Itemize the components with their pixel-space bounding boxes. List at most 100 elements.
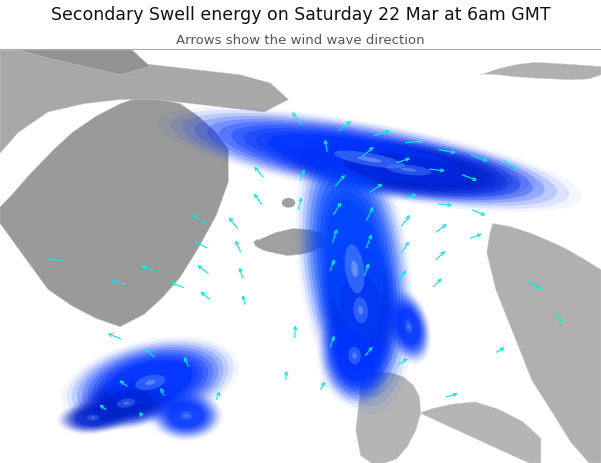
Ellipse shape — [97, 388, 156, 418]
Ellipse shape — [389, 295, 428, 358]
Ellipse shape — [312, 146, 505, 194]
Ellipse shape — [386, 164, 432, 175]
Ellipse shape — [182, 113, 557, 206]
Ellipse shape — [337, 331, 373, 381]
Ellipse shape — [306, 149, 403, 389]
Ellipse shape — [58, 401, 128, 434]
Ellipse shape — [78, 379, 174, 427]
Ellipse shape — [309, 157, 400, 381]
Ellipse shape — [168, 403, 204, 428]
Ellipse shape — [392, 300, 425, 354]
Ellipse shape — [157, 396, 215, 435]
Ellipse shape — [388, 293, 429, 361]
Ellipse shape — [334, 328, 375, 383]
Ellipse shape — [135, 375, 165, 390]
Ellipse shape — [326, 316, 383, 395]
Ellipse shape — [281, 138, 537, 202]
Ellipse shape — [268, 134, 471, 185]
Ellipse shape — [323, 191, 386, 347]
Ellipse shape — [351, 261, 358, 277]
Polygon shape — [254, 228, 328, 256]
Ellipse shape — [93, 352, 208, 413]
Ellipse shape — [337, 269, 385, 352]
Ellipse shape — [335, 151, 482, 188]
Ellipse shape — [323, 313, 386, 398]
Ellipse shape — [87, 350, 213, 415]
Ellipse shape — [81, 380, 171, 426]
Ellipse shape — [296, 142, 521, 198]
Ellipse shape — [358, 156, 382, 163]
Ellipse shape — [405, 320, 412, 333]
Ellipse shape — [320, 148, 498, 192]
Ellipse shape — [319, 307, 390, 404]
Ellipse shape — [60, 402, 126, 433]
Text: Arrows show the wind wave direction: Arrows show the wind wave direction — [176, 33, 425, 46]
Ellipse shape — [391, 297, 426, 356]
Ellipse shape — [219, 122, 520, 197]
Ellipse shape — [319, 182, 390, 356]
Ellipse shape — [63, 403, 124, 432]
Circle shape — [363, 292, 380, 304]
Ellipse shape — [396, 306, 421, 347]
Polygon shape — [356, 371, 421, 463]
Ellipse shape — [94, 387, 159, 419]
Ellipse shape — [151, 391, 222, 440]
Ellipse shape — [319, 238, 402, 383]
Ellipse shape — [75, 409, 111, 426]
Ellipse shape — [103, 358, 198, 407]
Ellipse shape — [64, 404, 122, 431]
Ellipse shape — [155, 394, 218, 437]
Polygon shape — [0, 95, 228, 327]
Ellipse shape — [162, 399, 211, 432]
Ellipse shape — [328, 319, 381, 392]
Ellipse shape — [100, 390, 153, 416]
Ellipse shape — [231, 125, 508, 194]
Ellipse shape — [164, 400, 209, 431]
Ellipse shape — [340, 273, 382, 347]
Ellipse shape — [243, 128, 496, 191]
Ellipse shape — [195, 116, 545, 203]
Ellipse shape — [67, 405, 120, 430]
Ellipse shape — [180, 411, 192, 420]
Ellipse shape — [296, 123, 413, 414]
Ellipse shape — [304, 144, 513, 196]
Ellipse shape — [91, 385, 162, 421]
Ellipse shape — [88, 383, 165, 423]
Ellipse shape — [108, 360, 193, 405]
Ellipse shape — [324, 246, 397, 374]
Ellipse shape — [255, 131, 484, 188]
Ellipse shape — [330, 322, 379, 389]
Ellipse shape — [77, 344, 224, 420]
Ellipse shape — [82, 347, 218, 418]
Ellipse shape — [87, 415, 99, 420]
Ellipse shape — [328, 150, 490, 190]
Ellipse shape — [166, 401, 207, 429]
Polygon shape — [421, 402, 541, 463]
Ellipse shape — [344, 154, 474, 186]
Ellipse shape — [332, 260, 389, 361]
Ellipse shape — [184, 414, 189, 417]
Ellipse shape — [353, 297, 368, 323]
Ellipse shape — [358, 306, 363, 315]
Circle shape — [282, 199, 294, 207]
Ellipse shape — [322, 242, 400, 379]
Ellipse shape — [97, 355, 203, 410]
Ellipse shape — [313, 165, 397, 372]
Polygon shape — [0, 50, 288, 153]
Ellipse shape — [84, 382, 168, 424]
Ellipse shape — [73, 408, 113, 427]
Polygon shape — [0, 50, 150, 75]
Ellipse shape — [387, 291, 430, 363]
Ellipse shape — [288, 140, 529, 200]
Ellipse shape — [91, 417, 96, 419]
Ellipse shape — [334, 150, 405, 168]
Ellipse shape — [395, 304, 423, 350]
Ellipse shape — [72, 342, 228, 423]
Ellipse shape — [170, 110, 569, 209]
Ellipse shape — [348, 347, 361, 364]
Ellipse shape — [327, 251, 394, 369]
Ellipse shape — [67, 339, 234, 426]
Ellipse shape — [394, 302, 424, 352]
Ellipse shape — [352, 353, 357, 358]
Ellipse shape — [153, 393, 219, 438]
